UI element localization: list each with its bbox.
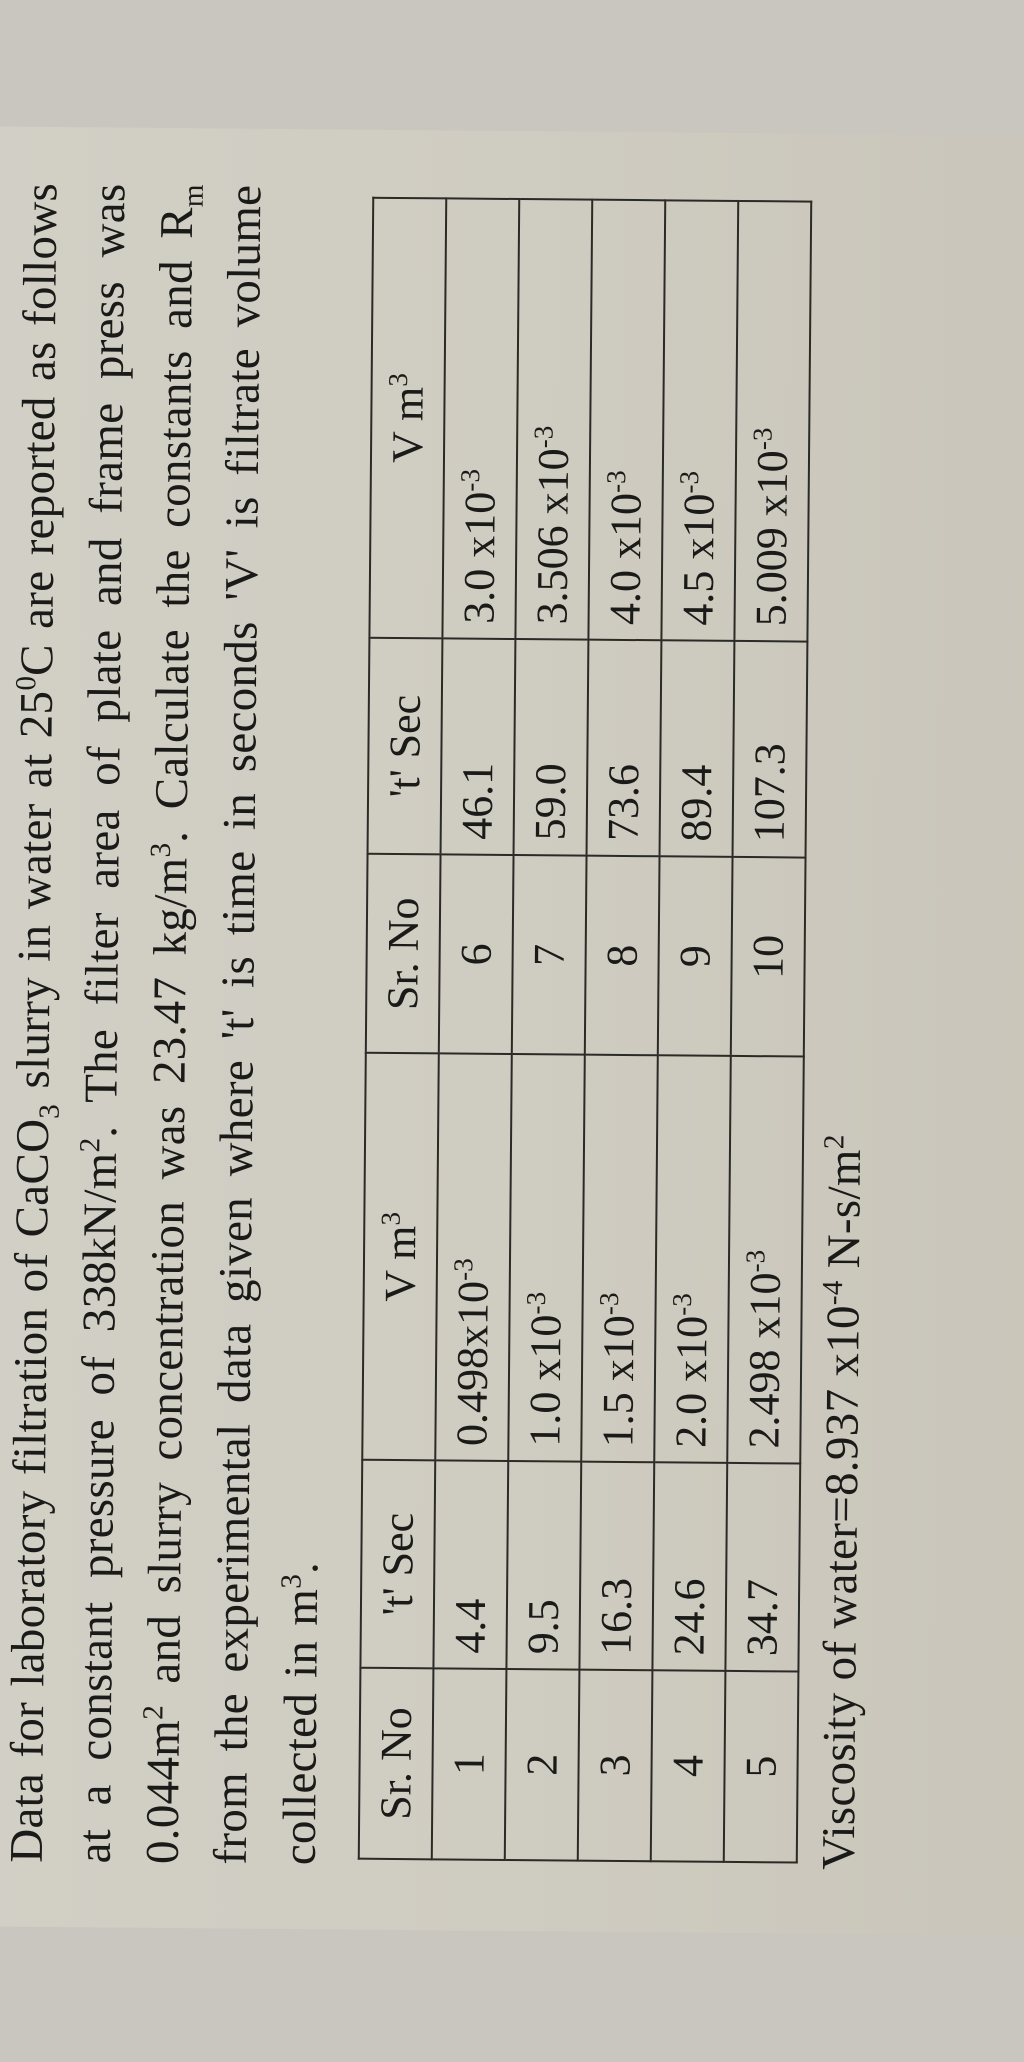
- cell-sr: 1: [431, 1668, 506, 1860]
- cell-v: 2.498 x10-3: [727, 1056, 804, 1464]
- filtration-data-table: Sr. No 't' Sec V m3 Sr. No 't' Sec V m3 …: [357, 197, 811, 1864]
- p-l1c: C are reported: [11, 396, 65, 676]
- cell-v: 0.498x10-3: [435, 1054, 512, 1462]
- cell-t: 34.7: [725, 1463, 800, 1671]
- cell-sr2: 8: [584, 856, 659, 1056]
- cell-t: 16.3: [579, 1462, 654, 1670]
- cell-t2: 107.3: [732, 641, 807, 858]
- p-l2b: . The filter area of plate and: [75, 537, 132, 1138]
- cell-sr: 4: [650, 1670, 725, 1862]
- cell-t: 24.6: [652, 1463, 727, 1671]
- th-sr: Sr. No: [358, 1668, 433, 1860]
- sup-3a: 3: [145, 842, 177, 857]
- cell-t: 4.4: [433, 1461, 508, 1669]
- th-v2: V m3: [369, 198, 446, 639]
- sub-m: m: [178, 184, 210, 207]
- th-v: V m3: [362, 1053, 439, 1461]
- cell-t2: 73.6: [586, 640, 661, 857]
- cell-t2: 46.1: [440, 638, 515, 855]
- cell-t2: 59.0: [513, 639, 588, 856]
- scanned-page: — Data for laboratory filtration of CaCO…: [0, 126, 1024, 1936]
- cell-v2: 3.506 x10-3: [515, 199, 592, 640]
- cell-sr2: 7: [511, 855, 586, 1055]
- cell-sr: 5: [723, 1671, 798, 1863]
- viscosity-line: Viscosity of water=8.937 x10-4 N-s/m2: [811, 190, 880, 1870]
- sup-3b: 3: [275, 1574, 307, 1589]
- p-l3c: .: [146, 830, 198, 843]
- cell-sr: 3: [577, 1670, 652, 1862]
- footer-exp: -4: [817, 1280, 849, 1305]
- p-l5b: .: [276, 1562, 328, 1575]
- p-l4a: Calculate the constants and R: [146, 207, 203, 810]
- cell-v: 1.5 x10-3: [581, 1055, 658, 1463]
- cell-v2: 3.0 x10-3: [442, 198, 519, 639]
- sub-3: 3: [34, 1104, 66, 1119]
- sup-2a: 2: [74, 1137, 106, 1152]
- footer-a: Viscosity of water=8.937 x10: [812, 1305, 869, 1870]
- cell-v2: 4.0 x10-3: [588, 199, 665, 640]
- cell-t: 9.5: [506, 1461, 581, 1669]
- cell-sr: 2: [504, 1669, 579, 1861]
- th-sr2: Sr. No: [366, 854, 441, 1054]
- footer-sup2: 2: [818, 1134, 850, 1149]
- cell-sr2: 6: [439, 854, 514, 1054]
- table-row: 5 34.7 2.498 x10-3 10 107.3 5.009 x10-3: [723, 201, 810, 1863]
- cell-v2: 5.009 x10-3: [734, 201, 811, 642]
- p-l4b: from the experimental data given where '…: [205, 1008, 264, 1865]
- th-t2: 't' Sec: [367, 638, 442, 855]
- p-l1a: Data for laboratory filtration of CaCO: [1, 1118, 59, 1863]
- cell-t2: 89.4: [659, 640, 734, 857]
- p-l1b: slurry in water at 25: [7, 690, 63, 1104]
- cell-v: 1.0 x10-3: [508, 1054, 585, 1462]
- sup-2b: 2: [138, 1705, 170, 1720]
- th-t: 't' Sec: [360, 1460, 435, 1668]
- cell-v2: 4.5 x10-3: [661, 200, 738, 641]
- p-l3b: and slurry concentration was 23.47 kg/m: [138, 857, 197, 1705]
- cell-sr2: 10: [730, 857, 805, 1057]
- sup-0: 0: [10, 676, 42, 691]
- footer-b: N-s/m: [818, 1149, 871, 1281]
- cell-v: 2.0 x10-3: [654, 1056, 731, 1464]
- cell-sr2: 9: [657, 856, 732, 1056]
- problem-paragraph: Data for laboratory filtration of CaCO3 …: [0, 183, 348, 1866]
